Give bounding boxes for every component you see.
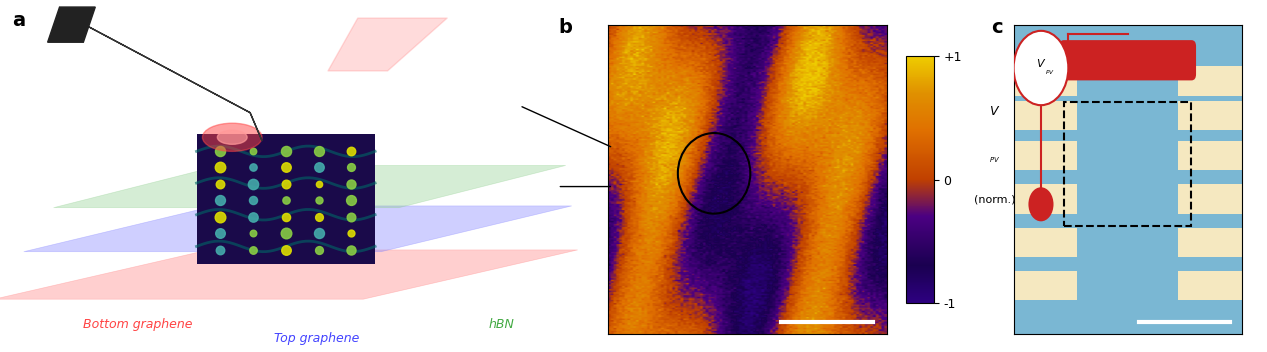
Text: $V$: $V$ (1036, 57, 1047, 69)
Bar (1178, 227, 1242, 257)
Polygon shape (48, 7, 95, 42)
Point (210, 231, 231, 236)
Text: Bottom graphene: Bottom graphene (84, 318, 193, 331)
Point (243, 164, 264, 170)
Bar (1064, 102, 1191, 226)
Point (308, 231, 328, 236)
Bar (1014, 184, 1077, 214)
Point (276, 181, 296, 187)
Point (276, 247, 296, 253)
Ellipse shape (203, 123, 262, 151)
Text: $_{PV}$: $_{PV}$ (990, 155, 1001, 165)
Bar (1178, 67, 1242, 96)
Bar (1178, 271, 1242, 300)
Point (210, 181, 231, 187)
Text: (norm.): (norm.) (974, 194, 1016, 204)
Point (243, 181, 264, 187)
Point (341, 247, 361, 253)
Text: c: c (991, 18, 1002, 37)
Point (308, 181, 328, 187)
Point (210, 148, 231, 153)
Point (308, 148, 328, 153)
Text: $V$: $V$ (990, 105, 1001, 118)
Point (276, 231, 296, 236)
Point (276, 214, 296, 220)
Point (341, 164, 361, 170)
Point (308, 197, 328, 203)
Point (210, 214, 231, 220)
Point (341, 181, 361, 187)
Polygon shape (53, 165, 565, 208)
Point (341, 231, 361, 236)
Point (210, 164, 231, 170)
Bar (1014, 141, 1077, 170)
Point (276, 148, 296, 153)
Point (341, 148, 361, 153)
Point (308, 247, 328, 253)
Polygon shape (24, 206, 571, 252)
Bar (1014, 271, 1077, 300)
Point (308, 214, 328, 220)
Point (243, 247, 264, 253)
Ellipse shape (218, 130, 247, 144)
Point (210, 197, 231, 203)
Point (243, 231, 264, 236)
Text: b: b (557, 18, 571, 37)
Bar (1014, 67, 1077, 96)
Point (341, 214, 361, 220)
Point (276, 164, 296, 170)
Bar (1178, 141, 1242, 170)
Bar (1178, 184, 1242, 214)
Bar (1178, 101, 1242, 130)
Circle shape (1029, 187, 1054, 221)
Polygon shape (0, 250, 578, 299)
Point (210, 247, 231, 253)
FancyBboxPatch shape (1059, 40, 1196, 80)
Point (341, 197, 361, 203)
Point (243, 197, 264, 203)
Point (243, 148, 264, 153)
Bar (1014, 101, 1077, 130)
Text: $_{PV}$: $_{PV}$ (1045, 68, 1055, 77)
Point (308, 164, 328, 170)
Text: hBN: hBN (488, 318, 514, 331)
Circle shape (1014, 31, 1068, 105)
Polygon shape (71, 18, 262, 141)
Bar (1014, 227, 1077, 257)
Text: a: a (11, 11, 25, 30)
Text: Top graphene: Top graphene (274, 332, 360, 345)
Point (276, 197, 296, 203)
Polygon shape (196, 134, 375, 264)
Point (243, 214, 264, 220)
